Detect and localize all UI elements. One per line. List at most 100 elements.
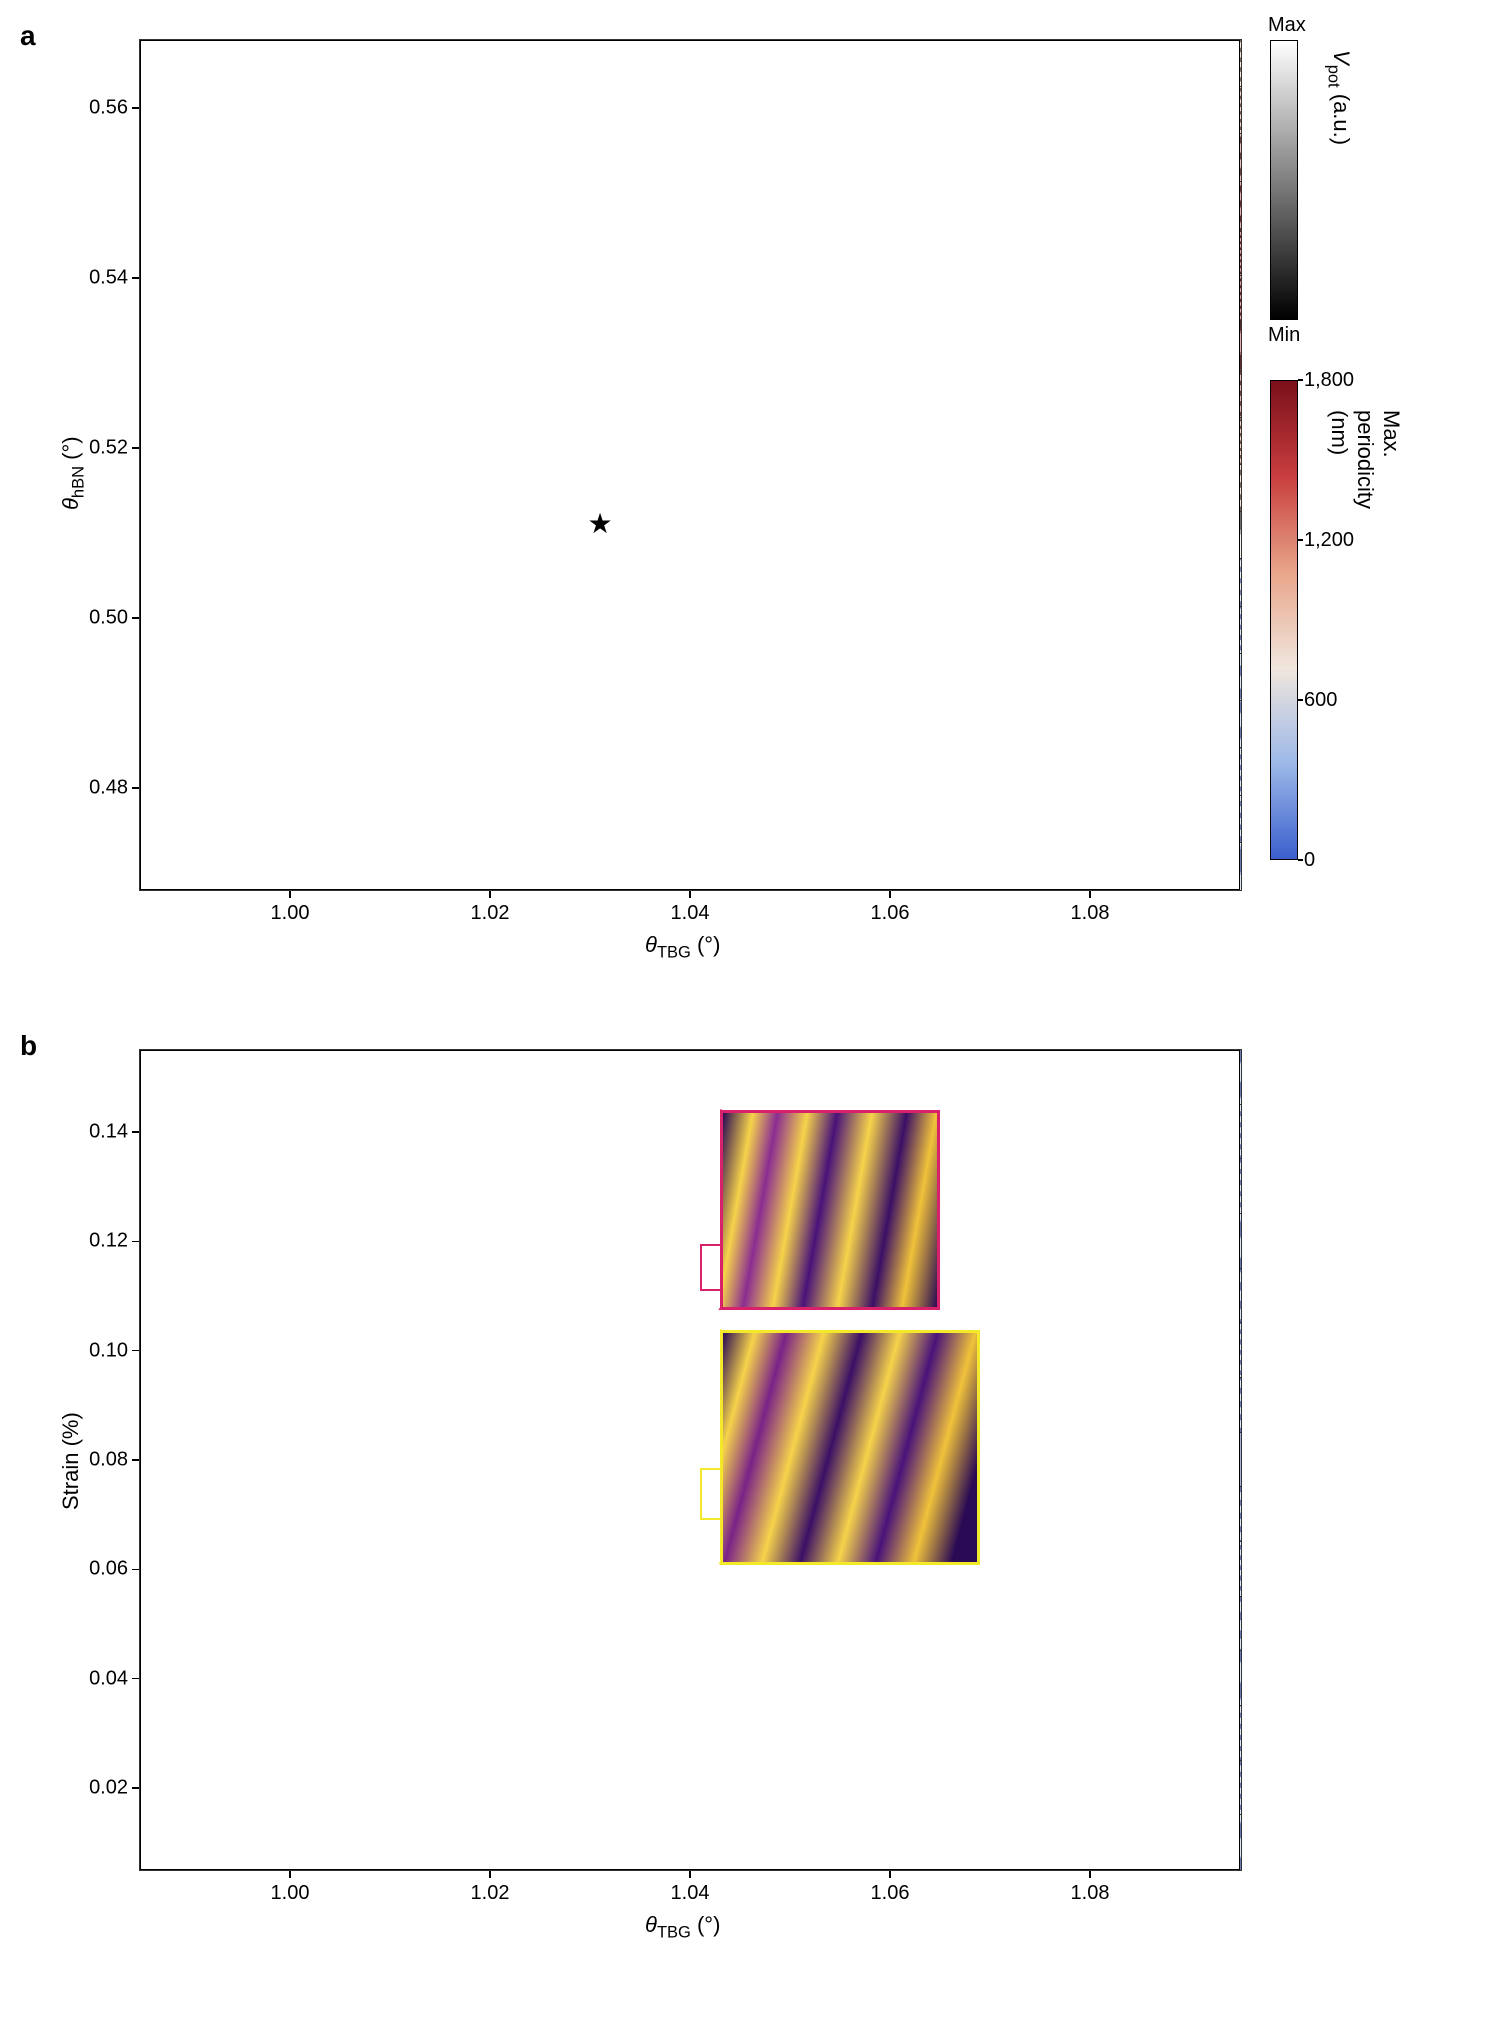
heat-cell	[590, 182, 641, 230]
heat-cell	[940, 512, 991, 560]
heat-cell	[290, 1433, 341, 1488]
heat-cell	[540, 607, 591, 655]
heat-cell	[490, 1815, 541, 1870]
heat-cell	[490, 1433, 541, 1488]
heat-cell	[240, 134, 291, 182]
y-tick-label: 0.02	[70, 1777, 128, 1800]
y-tick-label: 0.56	[70, 97, 128, 120]
heat-cell	[590, 1323, 641, 1378]
heat-cell	[540, 229, 591, 277]
heat-cell	[1140, 182, 1191, 230]
heat-cell	[1140, 843, 1191, 891]
heat-cell	[240, 559, 291, 607]
heat-cell	[740, 748, 791, 796]
heat-cell	[390, 465, 441, 513]
heat-cell	[390, 1214, 441, 1269]
heat-cell	[390, 512, 441, 560]
heat-cell	[190, 1597, 241, 1652]
heat-cell	[740, 40, 791, 88]
heat-cell	[440, 418, 491, 466]
heat-cell	[1140, 40, 1191, 88]
heat-cell	[190, 607, 241, 655]
heat-cell	[140, 512, 191, 560]
heat-cell	[190, 1323, 241, 1378]
x-tick	[889, 1870, 891, 1878]
heat-cell	[990, 1487, 1041, 1542]
heat-cell	[1040, 87, 1091, 135]
inset-image	[720, 1330, 980, 1565]
x-tick-label: 1.04	[671, 1882, 710, 1905]
heat-cell	[690, 1815, 741, 1870]
vpot-min-label: Min	[1268, 324, 1300, 347]
heat-cell	[790, 607, 841, 655]
heat-cell	[640, 1159, 691, 1214]
heat-cell	[290, 559, 341, 607]
heat-cell	[290, 1706, 341, 1761]
heat-cell	[390, 1651, 441, 1706]
heat-cell	[640, 1761, 691, 1816]
heat-cell	[840, 1815, 891, 1870]
heat-cell	[890, 182, 941, 230]
heat-cell	[390, 40, 441, 88]
heat-cell	[1190, 465, 1241, 513]
heat-cell	[390, 843, 441, 891]
heat-cell	[690, 559, 741, 607]
x-tick-label: 1.06	[871, 902, 910, 925]
heat-cell	[740, 796, 791, 844]
heat-cell	[690, 418, 741, 466]
heat-cell	[740, 559, 791, 607]
x-tick	[689, 1870, 691, 1878]
heat-cell	[490, 323, 541, 371]
heat-cell	[1190, 1214, 1241, 1269]
heat-cell	[140, 371, 191, 419]
heat-cell	[640, 182, 691, 230]
heat-cell	[940, 1815, 991, 1870]
heat-cell	[1190, 1487, 1241, 1542]
heat-cell	[140, 1323, 191, 1378]
heat-cell	[440, 229, 491, 277]
heat-cell	[140, 1269, 191, 1324]
heat-cell	[390, 1323, 441, 1378]
heat-cell	[990, 465, 1041, 513]
y-tick-label: 0.12	[70, 1230, 128, 1253]
y-tick	[132, 277, 140, 279]
heat-cell	[640, 323, 691, 371]
heat-cell	[1040, 1487, 1091, 1542]
panel-a-ylabel: θhBN (°)	[58, 436, 88, 510]
heat-cell	[590, 654, 641, 702]
heat-cell	[690, 40, 741, 88]
panel-a-xlabel: θTBG (°)	[645, 932, 720, 962]
heat-cell	[440, 1651, 491, 1706]
y-tick-label: 0.10	[70, 1339, 128, 1362]
heat-cell	[440, 1159, 491, 1214]
heat-cell	[940, 654, 991, 702]
heat-cell	[1040, 1597, 1091, 1652]
heat-cell	[590, 1597, 641, 1652]
heat-cell	[1140, 748, 1191, 796]
heat-cell	[290, 1323, 341, 1378]
x-tick-label: 1.02	[471, 1882, 510, 1905]
heat-cell	[1140, 323, 1191, 371]
heat-cell	[490, 182, 541, 230]
heat-cell	[490, 1542, 541, 1597]
heat-cell	[940, 229, 991, 277]
heat-cell	[1140, 1542, 1191, 1597]
y-tick	[132, 787, 140, 789]
x-tick-label: 1.02	[471, 902, 510, 925]
heat-cell	[440, 843, 491, 891]
heat-cell	[290, 371, 341, 419]
heat-cell	[290, 1487, 341, 1542]
heat-cell	[840, 701, 891, 749]
heat-cell	[940, 276, 991, 324]
heat-cell	[240, 87, 291, 135]
heat-cell	[490, 465, 541, 513]
heat-cell	[190, 701, 241, 749]
heat-cell	[1190, 607, 1241, 655]
heat-cell	[640, 559, 691, 607]
heat-cell	[290, 1214, 341, 1269]
heat-cell	[290, 465, 341, 513]
heat-cell	[1190, 1378, 1241, 1433]
x-tick	[1089, 1870, 1091, 1878]
heat-cell	[990, 1706, 1041, 1761]
heat-cell	[340, 559, 391, 607]
